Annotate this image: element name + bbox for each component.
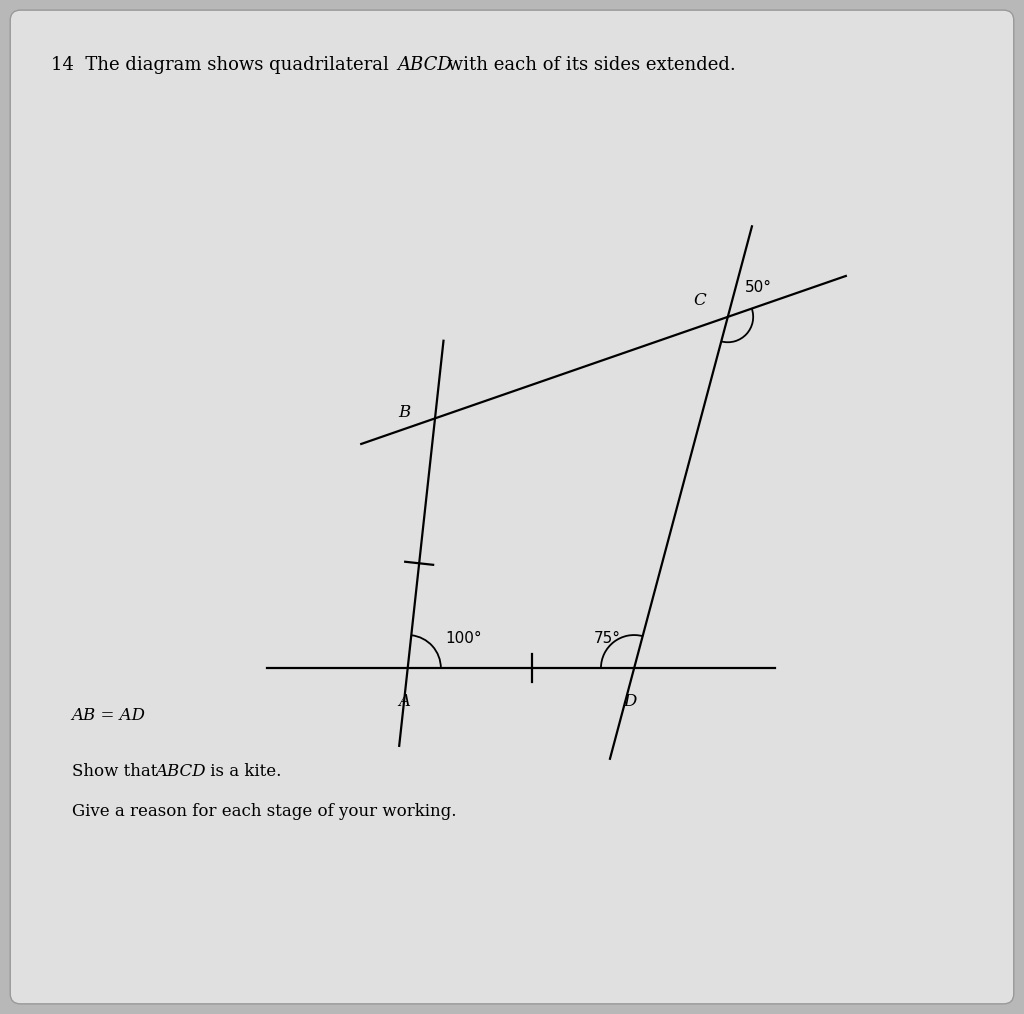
Text: with each of its sides extended.: with each of its sides extended. (442, 56, 736, 74)
Text: C: C (693, 292, 706, 309)
Text: B: B (397, 404, 410, 421)
Text: ABCD: ABCD (156, 763, 206, 780)
Text: A: A (397, 694, 410, 710)
Text: 75°: 75° (594, 631, 621, 646)
Text: 100°: 100° (445, 631, 481, 646)
Text: 14  The diagram shows quadrilateral: 14 The diagram shows quadrilateral (51, 56, 395, 74)
Text: is a kite.: is a kite. (205, 763, 282, 780)
Text: Show that: Show that (72, 763, 163, 780)
Text: D: D (624, 694, 637, 710)
Text: 50°: 50° (745, 280, 772, 295)
Text: AB = AD: AB = AD (72, 707, 145, 724)
FancyBboxPatch shape (10, 10, 1014, 1004)
Text: ABCD: ABCD (397, 56, 452, 74)
Text: Give a reason for each stage of your working.: Give a reason for each stage of your wor… (72, 803, 456, 820)
